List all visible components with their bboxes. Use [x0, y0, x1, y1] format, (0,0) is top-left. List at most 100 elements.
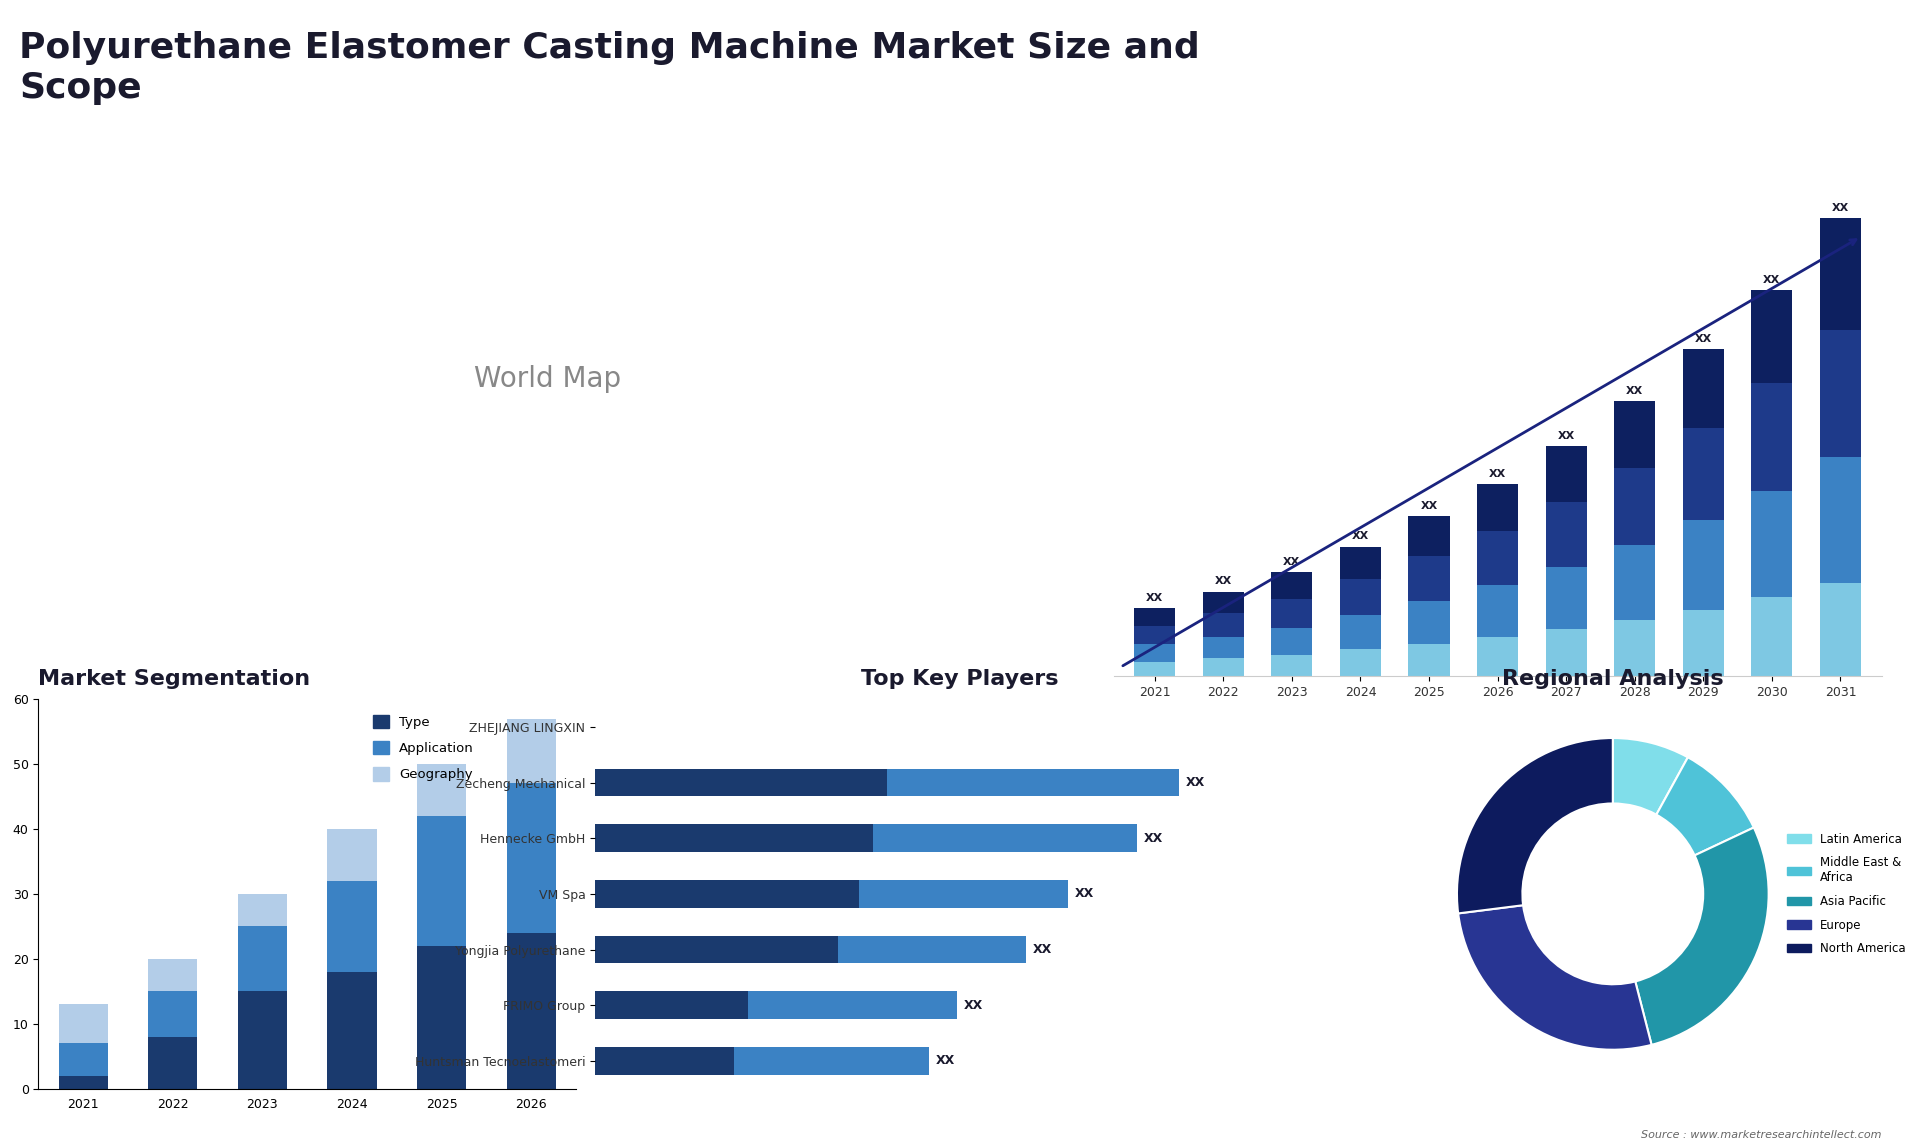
- Text: XX: XX: [1033, 943, 1052, 956]
- Bar: [1820, 219, 1860, 330]
- Bar: [1615, 468, 1655, 545]
- Text: XX: XX: [1490, 469, 1505, 479]
- Legend: Latin America, Middle East &
Africa, Asia Pacific, Europe, North America: Latin America, Middle East & Africa, Asi…: [1782, 827, 1910, 960]
- Bar: [595, 824, 874, 853]
- Bar: [1202, 658, 1244, 676]
- Text: XX: XX: [1626, 386, 1644, 397]
- Bar: [1340, 649, 1380, 676]
- Bar: [60, 1004, 108, 1043]
- Text: XX: XX: [935, 1054, 954, 1067]
- Bar: [1409, 517, 1450, 556]
- Bar: [1615, 401, 1655, 468]
- Bar: [595, 880, 860, 908]
- Bar: [1476, 531, 1519, 584]
- Bar: [1340, 615, 1380, 649]
- Bar: [1546, 446, 1586, 502]
- Text: XX: XX: [964, 998, 983, 1012]
- Bar: [595, 935, 839, 964]
- Bar: [874, 824, 1137, 853]
- Text: XX: XX: [1146, 592, 1164, 603]
- Bar: [148, 1037, 198, 1089]
- Wedge shape: [1636, 827, 1768, 1045]
- Text: Source : www.marketresearchintellect.com: Source : www.marketresearchintellect.com: [1642, 1130, 1882, 1140]
- Bar: [1751, 597, 1793, 676]
- Bar: [1682, 520, 1724, 610]
- Bar: [328, 972, 376, 1089]
- Circle shape: [1523, 803, 1703, 984]
- Bar: [1271, 599, 1313, 628]
- Text: World Map: World Map: [474, 364, 620, 393]
- Bar: [1820, 583, 1860, 676]
- Bar: [1820, 457, 1860, 583]
- Wedge shape: [1457, 738, 1613, 913]
- Bar: [1615, 545, 1655, 620]
- Bar: [1615, 620, 1655, 676]
- Text: XX: XX: [1075, 887, 1094, 901]
- Bar: [1135, 661, 1175, 676]
- Bar: [238, 991, 288, 1089]
- Bar: [1271, 572, 1313, 599]
- Bar: [1546, 502, 1586, 566]
- Bar: [60, 1076, 108, 1089]
- Bar: [1682, 350, 1724, 429]
- Bar: [1271, 654, 1313, 676]
- Text: XX: XX: [1557, 431, 1574, 441]
- Bar: [1476, 484, 1519, 531]
- Bar: [1409, 601, 1450, 644]
- Title: Top Key Players: Top Key Players: [862, 669, 1058, 689]
- Text: XX: XX: [1215, 576, 1233, 587]
- Title: Regional Analysis: Regional Analysis: [1501, 669, 1724, 689]
- Bar: [148, 959, 198, 991]
- Text: XX: XX: [1695, 333, 1713, 344]
- Bar: [595, 1047, 733, 1075]
- Bar: [887, 769, 1179, 796]
- Text: Polyurethane Elastomer Casting Machine Market Size and
Scope: Polyurethane Elastomer Casting Machine M…: [19, 31, 1200, 105]
- Bar: [1682, 429, 1724, 520]
- Bar: [1340, 579, 1380, 615]
- Bar: [1546, 629, 1586, 676]
- Bar: [595, 769, 887, 796]
- Bar: [1135, 607, 1175, 626]
- Bar: [328, 829, 376, 881]
- Bar: [507, 719, 557, 784]
- Text: M: M: [1788, 44, 1816, 71]
- Bar: [1202, 613, 1244, 637]
- Text: Market Segmentation: Market Segmentation: [38, 669, 311, 689]
- Bar: [1546, 566, 1586, 629]
- Bar: [60, 1043, 108, 1076]
- Bar: [238, 926, 288, 991]
- Bar: [595, 991, 749, 1019]
- Bar: [749, 991, 956, 1019]
- Text: XX: XX: [1352, 532, 1369, 542]
- Bar: [507, 933, 557, 1089]
- Bar: [1409, 644, 1450, 676]
- Bar: [238, 894, 288, 926]
- Bar: [1135, 644, 1175, 661]
- Text: XX: XX: [1283, 557, 1300, 566]
- Bar: [1202, 637, 1244, 658]
- Bar: [733, 1047, 929, 1075]
- Wedge shape: [1657, 758, 1753, 855]
- Bar: [839, 935, 1025, 964]
- Wedge shape: [1613, 738, 1688, 815]
- Text: XX: XX: [1421, 501, 1438, 511]
- Bar: [1751, 492, 1793, 597]
- Bar: [1682, 610, 1724, 676]
- Wedge shape: [1457, 905, 1651, 1050]
- Bar: [1476, 637, 1519, 676]
- Polygon shape: [1636, 36, 1757, 80]
- Text: XX: XX: [1144, 832, 1164, 845]
- Bar: [1751, 290, 1793, 384]
- Bar: [1409, 556, 1450, 601]
- Text: MARKET
RESEARCH
INTELLECT: MARKET RESEARCH INTELLECT: [1724, 89, 1780, 124]
- Bar: [860, 880, 1068, 908]
- Bar: [1476, 584, 1519, 637]
- Bar: [1202, 591, 1244, 613]
- Bar: [1820, 330, 1860, 457]
- Text: XX: XX: [1832, 203, 1849, 213]
- Bar: [507, 784, 557, 933]
- Bar: [417, 816, 467, 945]
- Bar: [417, 945, 467, 1089]
- Bar: [417, 764, 467, 816]
- Text: XX: XX: [1187, 776, 1206, 790]
